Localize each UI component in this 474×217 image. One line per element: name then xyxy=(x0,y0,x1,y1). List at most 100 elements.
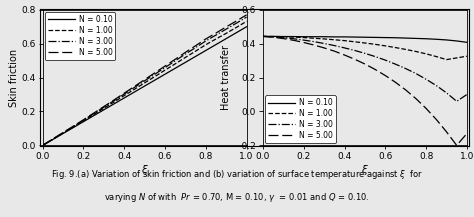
N = 5.00 xyxy=(81,118,86,121)
N = 0.10 xyxy=(433,38,439,41)
N = 3.00 xyxy=(81,119,86,122)
N = 1.00 xyxy=(291,36,296,38)
N = 1.00 xyxy=(301,36,307,39)
N = 3.00 xyxy=(162,66,168,69)
N = 1.00 xyxy=(372,43,378,46)
N = 0.10 xyxy=(60,132,66,135)
N = 3.00 xyxy=(260,35,266,38)
Text: varying $N$ of with  $Pr$ = 0.70, M = 0.10, $\gamma$  = 0.01 and $Q$ = 0.10.: varying $N$ of with $Pr$ = 0.70, M = 0.1… xyxy=(104,191,370,204)
N = 0.10 xyxy=(162,73,168,76)
Line: N = 1.00: N = 1.00 xyxy=(263,36,467,60)
N = 3.00 xyxy=(182,53,188,55)
Legend: N = 0.10, N = 1.00, N = 3.00, N = 5.00: N = 0.10, N = 1.00, N = 3.00, N = 5.00 xyxy=(265,95,336,143)
N = 0.10 xyxy=(182,61,188,64)
X-axis label: $\xi$: $\xi$ xyxy=(141,163,148,177)
N = 5.00 xyxy=(433,118,439,121)
N = 5.00 xyxy=(331,50,337,53)
N = 1.00 xyxy=(352,41,357,43)
N = 1.00 xyxy=(342,39,347,42)
N = 5.00 xyxy=(281,37,286,40)
N = 5.00 xyxy=(50,138,56,140)
N = 5.00 xyxy=(71,125,76,128)
Line: N = 3.00: N = 3.00 xyxy=(43,17,246,145)
N = 1.00 xyxy=(444,58,449,61)
N = 5.00 xyxy=(413,97,419,100)
N = 5.00 xyxy=(223,26,229,28)
N = 3.00 xyxy=(111,99,117,102)
N = 0.10 xyxy=(223,37,229,40)
N = 3.00 xyxy=(244,16,249,18)
N = 1.00 xyxy=(423,53,429,55)
N = 3.00 xyxy=(342,47,347,49)
N = 0.10 xyxy=(71,126,76,129)
N = 0.10 xyxy=(352,36,357,38)
N = 3.00 xyxy=(50,138,56,140)
N = 5.00 xyxy=(301,41,307,44)
N = 0.10 xyxy=(111,103,117,105)
N = 1.00 xyxy=(71,126,76,128)
N = 1.00 xyxy=(111,101,117,103)
N = 3.00 xyxy=(321,42,327,45)
N = 1.00 xyxy=(81,120,86,122)
N = 3.00 xyxy=(392,63,398,66)
N = 0.10 xyxy=(362,36,368,39)
Text: Fig. 9.(a) Variation of skin friction and (b) variation of surface temperature a: Fig. 9.(a) Variation of skin friction an… xyxy=(51,168,423,181)
N = 0.10 xyxy=(152,79,158,81)
N = 5.00 xyxy=(162,65,168,67)
N = 0.10 xyxy=(213,43,219,46)
N = 3.00 xyxy=(101,106,107,108)
N = 0.10 xyxy=(203,49,209,52)
N = 0.10 xyxy=(392,36,398,39)
N = 5.00 xyxy=(423,107,429,110)
N = 1.00 xyxy=(132,88,137,90)
N = 1.00 xyxy=(50,138,56,141)
N = 0.10 xyxy=(291,35,296,38)
N = 0.10 xyxy=(234,31,239,34)
N = 5.00 xyxy=(152,72,158,74)
N = 1.00 xyxy=(392,46,398,49)
N = 1.00 xyxy=(454,57,459,59)
N = 3.00 xyxy=(132,86,137,89)
Y-axis label: Skin friction: Skin friction xyxy=(9,49,18,107)
N = 0.10 xyxy=(81,120,86,123)
N = 3.00 xyxy=(40,144,46,147)
N = 5.00 xyxy=(342,54,347,56)
N = 3.00 xyxy=(352,49,357,52)
Legend: N = 0.10, N = 1.00, N = 3.00, N = 5.00: N = 0.10, N = 1.00, N = 3.00, N = 5.00 xyxy=(45,12,116,60)
N = 3.00 xyxy=(413,72,419,75)
N = 5.00 xyxy=(352,58,357,61)
N = 5.00 xyxy=(193,44,199,47)
N = 1.00 xyxy=(403,48,409,51)
N = 1.00 xyxy=(362,42,368,44)
N = 3.00 xyxy=(433,84,439,87)
N = 1.00 xyxy=(383,44,388,47)
N = 0.10 xyxy=(142,85,147,87)
N = 5.00 xyxy=(91,112,97,115)
N = 0.10 xyxy=(101,108,107,111)
Line: N = 0.10: N = 0.10 xyxy=(263,36,467,42)
N = 3.00 xyxy=(281,36,286,39)
N = 5.00 xyxy=(101,105,107,108)
N = 5.00 xyxy=(444,131,449,133)
N = 0.10 xyxy=(121,97,127,99)
N = 5.00 xyxy=(372,68,378,71)
N = 3.00 xyxy=(291,38,296,40)
N = 5.00 xyxy=(60,131,66,134)
N = 1.00 xyxy=(40,144,46,147)
N = 0.10 xyxy=(301,35,307,38)
N = 3.00 xyxy=(301,39,307,41)
N = 0.10 xyxy=(270,35,276,38)
N = 1.00 xyxy=(331,38,337,41)
N = 5.00 xyxy=(291,39,296,42)
N = 3.00 xyxy=(142,79,147,82)
N = 5.00 xyxy=(213,32,219,34)
N = 3.00 xyxy=(423,78,429,81)
N = 0.10 xyxy=(173,67,178,70)
N = 1.00 xyxy=(193,50,199,53)
N = 1.00 xyxy=(413,50,419,53)
N = 5.00 xyxy=(321,47,327,49)
N = 0.10 xyxy=(244,25,249,28)
N = 0.10 xyxy=(311,35,317,38)
N = 1.00 xyxy=(433,55,439,58)
N = 0.10 xyxy=(193,55,199,58)
